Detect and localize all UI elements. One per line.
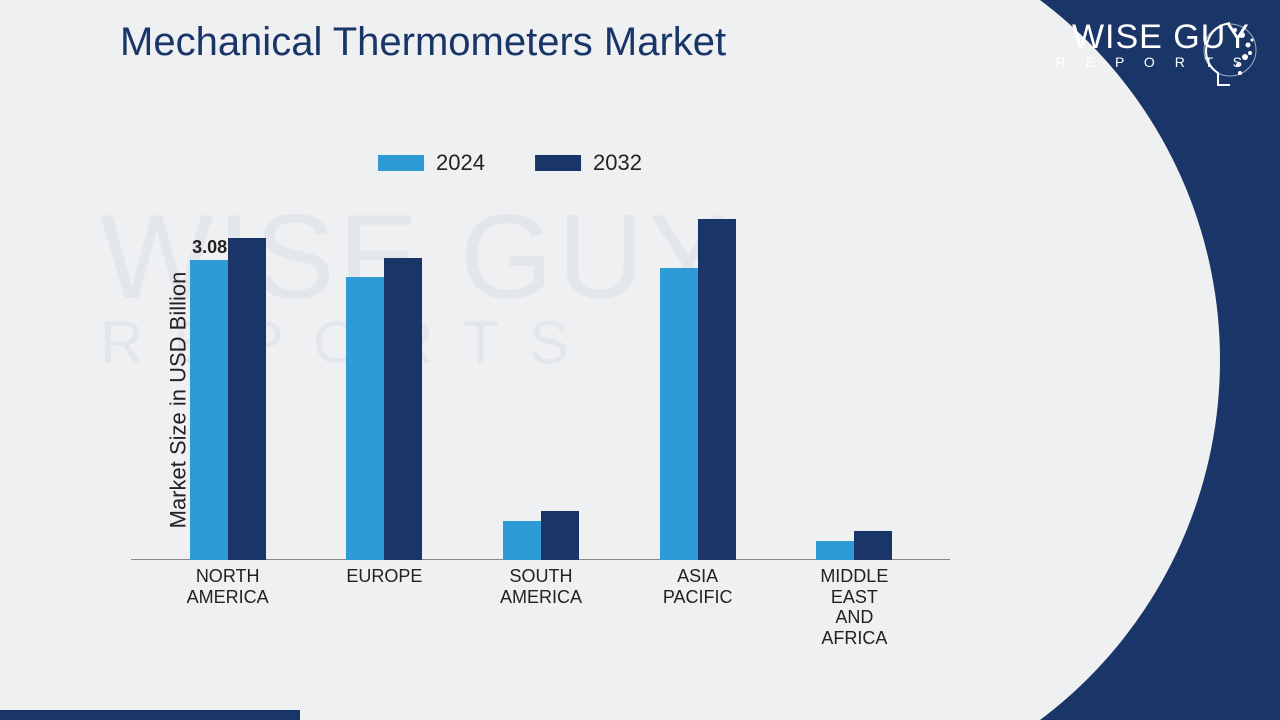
bar [503, 521, 541, 560]
category-label: SOUTHAMERICA [481, 560, 601, 607]
bar [698, 219, 736, 560]
category-label: ASIAPACIFIC [638, 560, 758, 607]
bar [541, 511, 579, 560]
category-label: MIDDLEEASTANDAFRICA [794, 560, 914, 649]
head-icon [1190, 15, 1260, 95]
legend-swatch-2032 [535, 155, 581, 171]
brand-logo: WISE GUY R E P O R T S [1056, 20, 1250, 70]
plot-area: 3.08NORTHAMERICAEUROPESOUTHAMERICAASIAPA… [130, 170, 950, 560]
bar [660, 268, 698, 561]
legend-swatch-2024 [378, 155, 424, 171]
bar [854, 531, 892, 560]
bar [228, 238, 266, 560]
bar [816, 541, 854, 561]
chart-title: Mechanical Thermometers Market [120, 20, 726, 65]
infographic-page: WISE GUY R E P O R T S Mechanical Thermo… [0, 0, 1280, 720]
bottom-accent-bar [0, 710, 300, 720]
bar-chart: Market Size in USD Billion 2024 2032 3.0… [60, 150, 960, 650]
bar [384, 258, 422, 560]
category-label: EUROPE [324, 560, 444, 587]
bar [346, 277, 384, 560]
bar: 3.08 [190, 260, 228, 560]
category-label: NORTHAMERICA [168, 560, 288, 607]
